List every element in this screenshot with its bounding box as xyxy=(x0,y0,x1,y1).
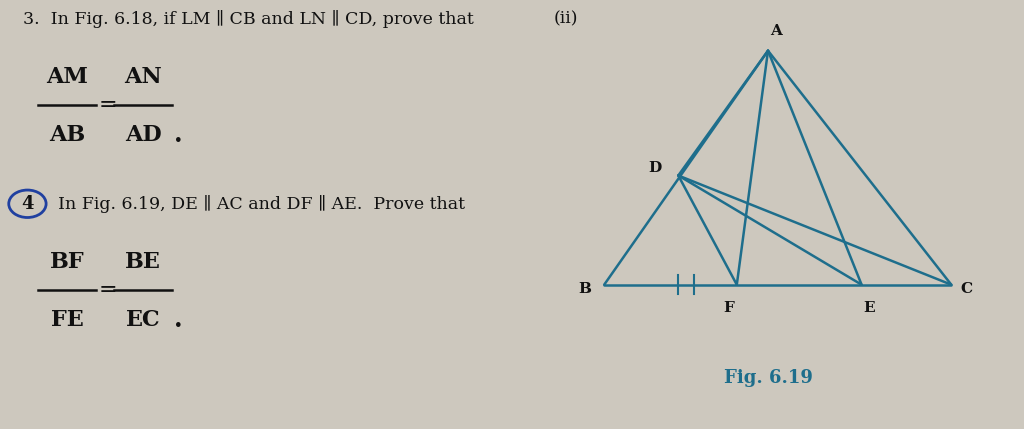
Text: 4: 4 xyxy=(22,195,34,213)
Text: In Fig. 6.19, DE ∥ AC and DF ∥ AE.  Prove that: In Fig. 6.19, DE ∥ AC and DF ∥ AE. Prove… xyxy=(58,195,465,213)
Text: AM: AM xyxy=(46,66,88,88)
Text: B: B xyxy=(579,281,591,296)
Text: BE: BE xyxy=(125,251,161,273)
Text: A: A xyxy=(770,24,781,38)
Text: BF: BF xyxy=(50,251,84,273)
Text: Fig. 6.19: Fig. 6.19 xyxy=(724,369,812,387)
Text: AB: AB xyxy=(49,124,85,146)
Text: =: = xyxy=(98,278,118,301)
Text: =: = xyxy=(98,94,118,116)
Text: .: . xyxy=(174,123,182,147)
Text: EC: EC xyxy=(126,308,161,331)
Text: AN: AN xyxy=(124,66,162,88)
Text: (ii): (ii) xyxy=(553,11,578,28)
Text: 3.  In Fig. 6.18, if LM ∥ CB and LN ∥ CD, prove that: 3. In Fig. 6.18, if LM ∥ CB and LN ∥ CD,… xyxy=(24,10,474,28)
Text: D: D xyxy=(648,161,662,175)
Text: .: . xyxy=(174,308,182,332)
Text: C: C xyxy=(961,281,973,296)
Text: AD: AD xyxy=(125,124,162,146)
Text: F: F xyxy=(724,301,734,315)
Text: FE: FE xyxy=(51,308,84,331)
Text: E: E xyxy=(863,301,876,315)
